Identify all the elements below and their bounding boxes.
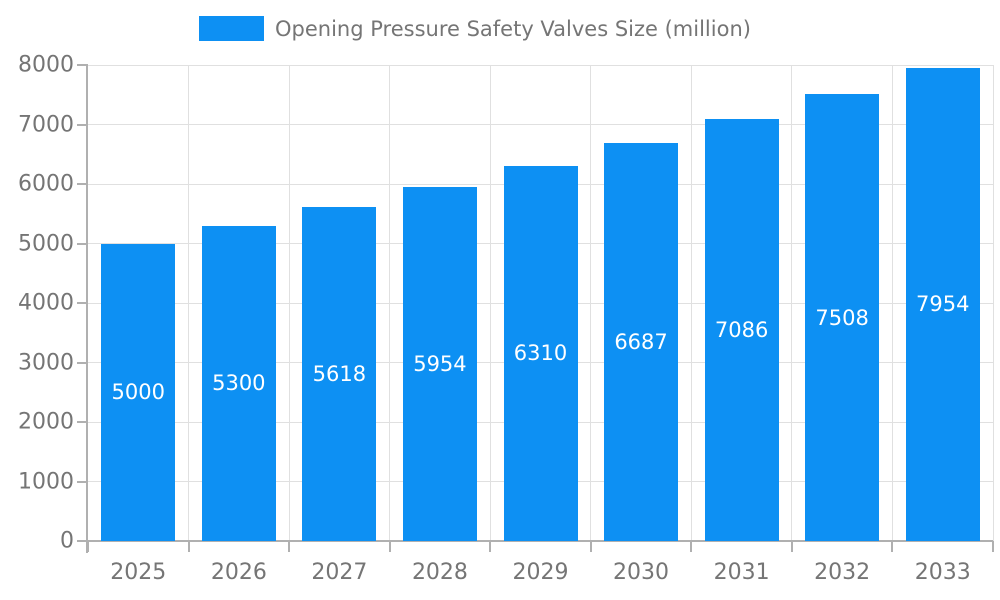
y-axis-tick-8000: [77, 64, 88, 66]
x-axis-tick-1: [187, 541, 190, 552]
bar-2028[interactable]: [402, 186, 477, 541]
bar-value-label-2033: 7954: [915, 292, 970, 317]
bar-value-label-2030: 6687: [614, 330, 668, 355]
bar-2029[interactable]: [503, 165, 578, 541]
y-axis-tick-4000: [77, 302, 88, 304]
y-axis-label-8000: 8000: [18, 52, 74, 78]
y-axis-label-5000: 5000: [18, 231, 74, 256]
x-gridline-8: [891, 65, 893, 541]
x-gridline-3: [389, 65, 391, 541]
bar-value-label-2031: 7086: [714, 318, 769, 343]
bar-2030[interactable]: [604, 143, 679, 541]
bar-2032[interactable]: [805, 94, 880, 541]
x-axis-label-2026: 2026: [210, 560, 267, 585]
x-axis-label-2025: 2025: [110, 560, 167, 585]
y-axis-line: [86, 65, 88, 553]
bar-2025[interactable]: [101, 243, 176, 541]
legend[interactable]: Opening Pressure Safety Valves Size (mil…: [199, 16, 751, 41]
y-axis-label-7000: 7000: [18, 112, 74, 137]
x-axis-label-2030: 2030: [613, 560, 670, 585]
x-axis-tick-6: [690, 541, 693, 552]
y-axis-label-2000: 2000: [18, 409, 74, 435]
x-gridline-1: [188, 65, 190, 541]
bar-2031[interactable]: [704, 119, 779, 541]
y-axis-label-3000: 3000: [18, 350, 74, 375]
x-axis-tick-4: [489, 541, 492, 552]
x-axis-label-2031: 2031: [713, 560, 770, 585]
legend-label: Opening Pressure Safety Valves Size (mil…: [275, 16, 751, 41]
bar-2026[interactable]: [201, 225, 276, 541]
y-gridline-7000: [88, 124, 993, 125]
bar-2027[interactable]: [302, 206, 377, 541]
x-gridline-4: [489, 65, 491, 541]
bar-value-label-2026: 5300: [212, 371, 266, 396]
x-gridline-2: [288, 65, 290, 541]
x-axis-label-2033: 2033: [914, 560, 971, 585]
bar-value-label-2032: 7508: [815, 305, 869, 330]
legend-swatch: [199, 16, 264, 41]
x-axis-label-2029: 2029: [512, 560, 569, 585]
bar-value-label-2029: 6310: [513, 341, 568, 366]
y-axis-tick-6000: [77, 183, 88, 185]
x-gridline-9: [992, 65, 994, 541]
bar-value-label-2027: 5618: [312, 361, 367, 386]
y-axis-tick-2000: [77, 421, 88, 423]
y-axis-tick-7000: [77, 123, 88, 126]
x-axis-line: [77, 540, 993, 542]
bar-value-label-2028: 5954: [413, 351, 467, 376]
x-axis-label-2028: 2028: [411, 560, 468, 585]
x-axis-tick-0: [87, 541, 89, 552]
y-axis-tick-0: [77, 540, 88, 542]
x-axis-tick-2: [288, 541, 291, 552]
bar-2033[interactable]: [905, 67, 980, 541]
x-axis-tick-8: [891, 541, 894, 552]
x-gridline-5: [590, 65, 592, 541]
y-axis-tick-1000: [77, 480, 88, 483]
x-axis-tick-3: [388, 541, 391, 552]
bar-value-label-2025: 5000: [111, 380, 165, 405]
y-axis-label-0: 0: [60, 528, 74, 554]
x-axis-tick-9: [992, 541, 994, 552]
y-gridline-8000: [88, 64, 993, 66]
y-axis-tick-5000: [77, 242, 88, 245]
x-axis-label-2032: 2032: [814, 560, 871, 585]
y-axis-label-6000: 6000: [18, 171, 74, 197]
y-axis-label-1000: 1000: [18, 469, 74, 494]
x-axis-label-2027: 2027: [311, 560, 368, 585]
x-axis-tick-7: [790, 541, 793, 552]
y-axis-label-4000: 4000: [18, 290, 74, 316]
x-gridline-7: [791, 65, 793, 541]
y-axis-tick-3000: [77, 361, 88, 364]
x-axis-tick-5: [589, 541, 592, 552]
x-gridline-6: [690, 65, 692, 541]
